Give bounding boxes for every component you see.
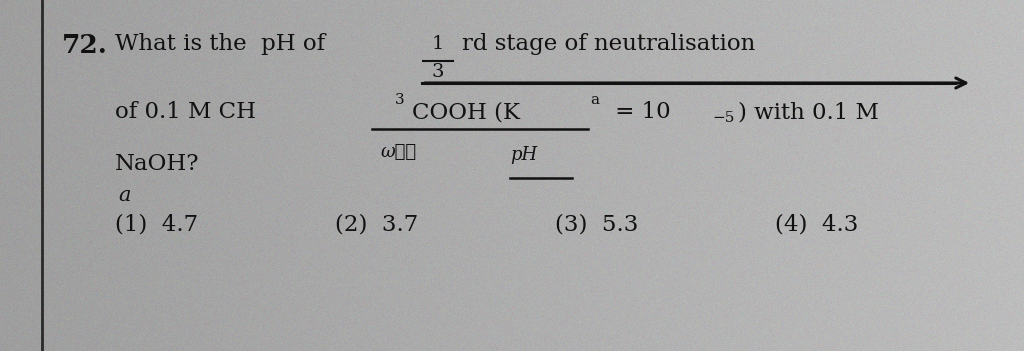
Text: pH: pH xyxy=(510,146,538,164)
Text: ) with 0.1 M: ) with 0.1 M xyxy=(738,101,879,123)
Text: −5: −5 xyxy=(712,111,734,125)
Text: COOH (K: COOH (K xyxy=(412,101,520,123)
Text: (3)  5.3: (3) 5.3 xyxy=(555,213,638,235)
Text: NaOH?: NaOH? xyxy=(115,153,200,175)
Text: of 0.1 M CH: of 0.1 M CH xyxy=(115,101,256,123)
Text: What is the  pH of: What is the pH of xyxy=(115,33,333,55)
Text: (1)  4.7: (1) 4.7 xyxy=(115,213,198,235)
Text: 1: 1 xyxy=(432,35,444,53)
Text: (2)  3.7: (2) 3.7 xyxy=(335,213,418,235)
Text: 3: 3 xyxy=(395,93,404,107)
Text: 3: 3 xyxy=(432,63,444,81)
Text: rd stage of neutralisation: rd stage of neutralisation xyxy=(462,33,756,55)
Text: = 10: = 10 xyxy=(608,101,671,123)
Text: (4)  4.3: (4) 4.3 xyxy=(775,213,858,235)
Text: a: a xyxy=(118,186,130,205)
Text: ωरो: ωरो xyxy=(380,143,416,161)
Text: a: a xyxy=(590,93,599,107)
Text: 72.: 72. xyxy=(62,33,108,58)
